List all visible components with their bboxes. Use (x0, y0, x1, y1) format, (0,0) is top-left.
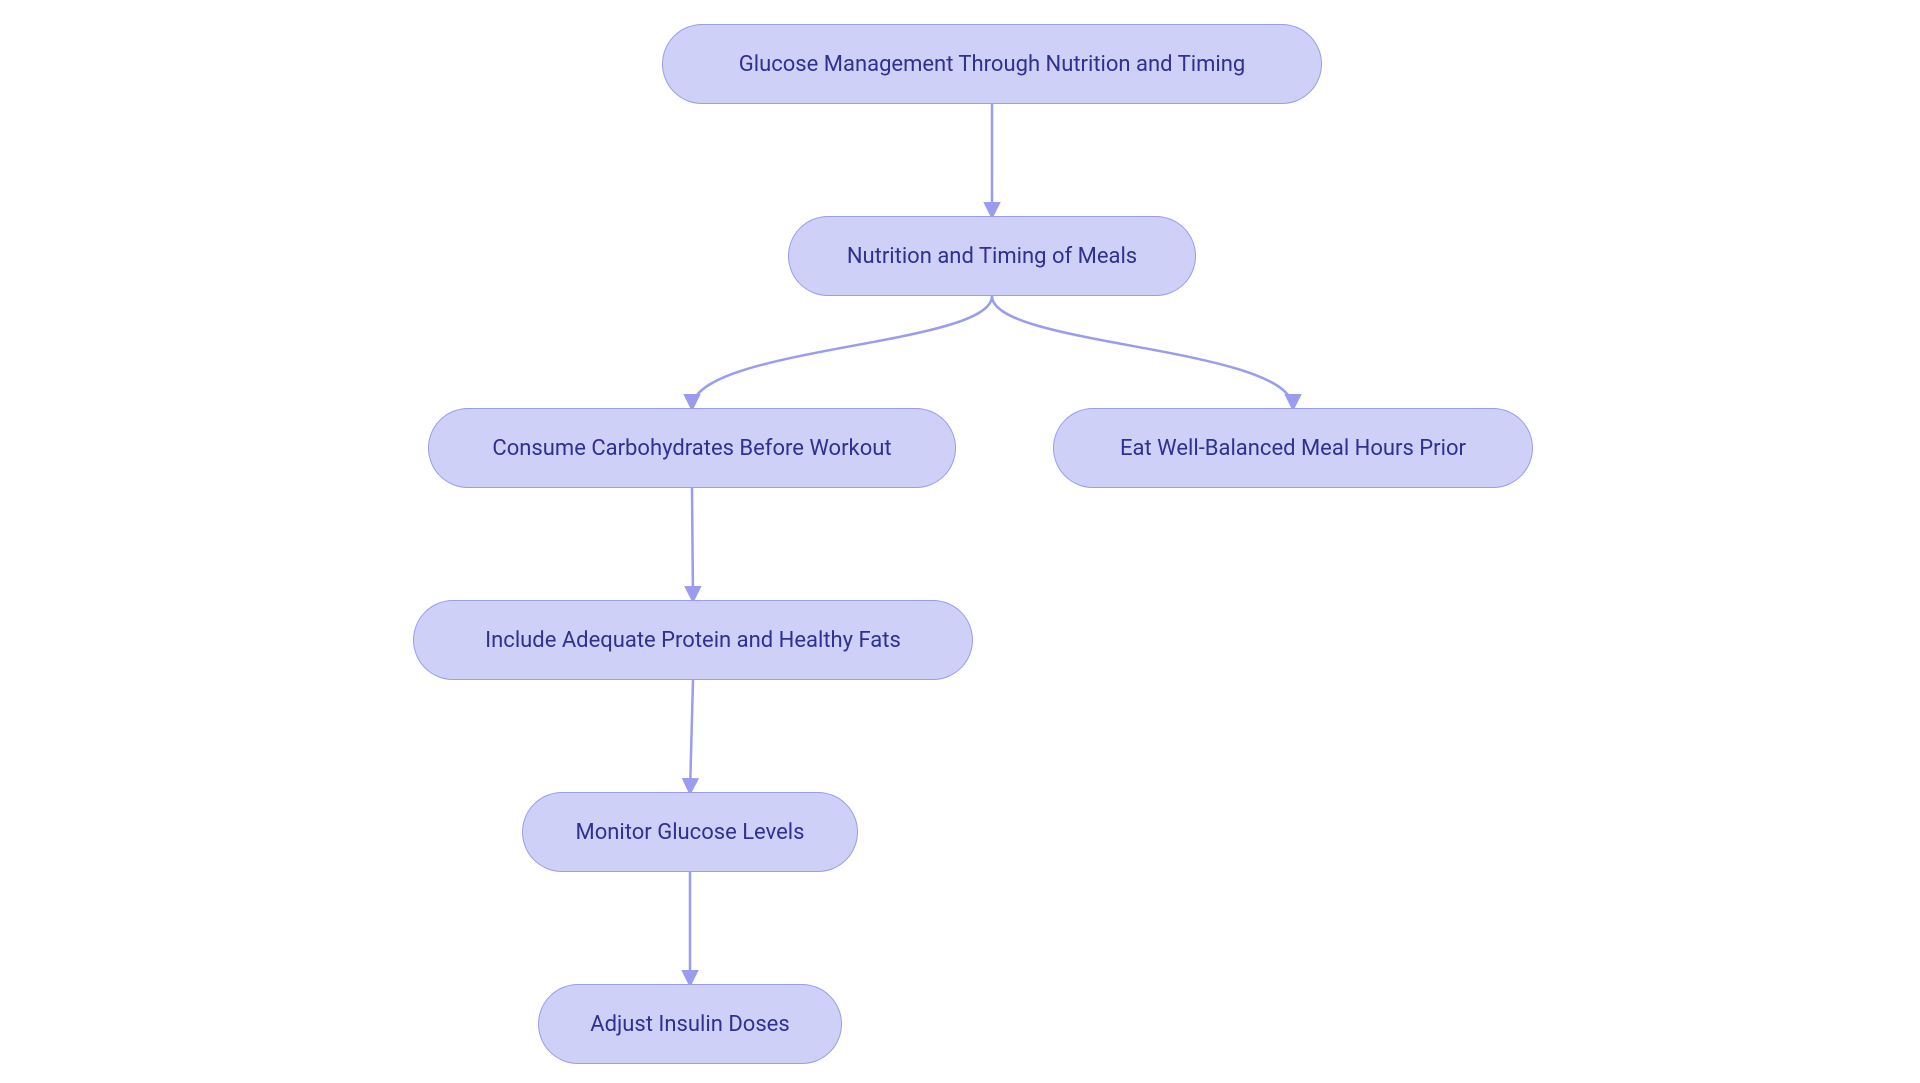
node-label: Glucose Management Through Nutrition and… (739, 52, 1245, 77)
flowchart-node: Eat Well-Balanced Meal Hours Prior (1053, 408, 1533, 488)
flowchart-node: Adjust Insulin Doses (538, 984, 842, 1064)
flowchart-node: Include Adequate Protein and Healthy Fat… (413, 600, 973, 680)
flowchart-edge (690, 680, 693, 792)
node-label: Monitor Glucose Levels (576, 820, 805, 845)
node-label: Include Adequate Protein and Healthy Fat… (485, 628, 901, 653)
node-label: Eat Well-Balanced Meal Hours Prior (1120, 436, 1466, 461)
node-label: Nutrition and Timing of Meals (847, 244, 1137, 269)
flowchart-node: Glucose Management Through Nutrition and… (662, 24, 1322, 104)
flowchart-edge (992, 296, 1293, 408)
flowchart-node: Monitor Glucose Levels (522, 792, 858, 872)
node-label: Consume Carbohydrates Before Workout (492, 436, 891, 461)
flowchart-edge (692, 488, 693, 600)
flowchart-node: Consume Carbohydrates Before Workout (428, 408, 956, 488)
node-label: Adjust Insulin Doses (590, 1012, 789, 1037)
edges-layer (0, 0, 1920, 1083)
flowchart-edge (692, 296, 992, 408)
flowchart-node: Nutrition and Timing of Meals (788, 216, 1196, 296)
flowchart-canvas: Glucose Management Through Nutrition and… (0, 0, 1920, 1083)
